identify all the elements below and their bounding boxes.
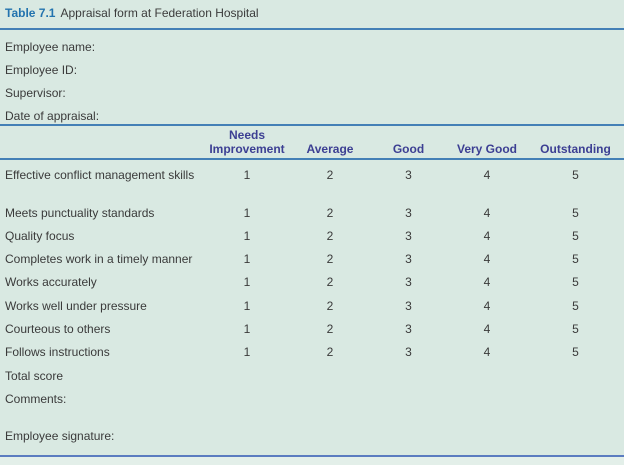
rating-cell: 1 xyxy=(243,205,251,220)
rating-cell: 4 xyxy=(483,168,491,182)
rating-column-headers: Needs Improvement Average Good Very Good… xyxy=(5,128,624,159)
comments-label: Comments: xyxy=(5,391,67,406)
row-label: Works accurately xyxy=(5,275,97,290)
header-needs-improvement: Needs Improvement xyxy=(209,128,285,156)
field-employee-name: Employee name: xyxy=(5,40,96,55)
row-label: Completes work in a timely manner xyxy=(5,252,193,267)
comments-row: Comments: xyxy=(5,391,624,414)
rating-cell: 1 xyxy=(243,345,251,360)
employee-signature-label: Employee signature: xyxy=(5,429,115,443)
rating-cell: 5 xyxy=(572,228,579,243)
field-employee-id: Employee ID: xyxy=(5,63,78,78)
total-score-row: Total score xyxy=(5,368,624,391)
rating-cell: 4 xyxy=(483,252,491,267)
rating-cell: 5 xyxy=(572,345,579,360)
table-number: Table 7.1 xyxy=(5,6,56,20)
rating-cell: 3 xyxy=(405,168,412,182)
rating-cell: 2 xyxy=(326,228,334,243)
divider-bottom xyxy=(0,455,624,457)
rating-cell: 4 xyxy=(483,298,491,313)
rating-cell: 1 xyxy=(243,275,251,290)
rating-cell: 5 xyxy=(572,252,579,267)
rating-cell: 2 xyxy=(326,345,334,360)
table-row: Courteous to others 1 2 3 4 5 xyxy=(5,321,624,344)
rating-cell: 3 xyxy=(405,321,412,336)
field-date-of-appraisal: Date of appraisal: xyxy=(5,108,100,123)
rating-cell: 1 xyxy=(243,298,251,313)
header-average: Average xyxy=(306,142,354,156)
header-outstanding: Outstanding xyxy=(540,142,611,156)
rating-cell: 3 xyxy=(405,275,412,290)
table-title: Appraisal form at Federation Hospital xyxy=(60,6,259,20)
rating-cell: 3 xyxy=(405,298,412,313)
rating-cell: 4 xyxy=(483,205,491,220)
rating-cell: 2 xyxy=(326,298,334,313)
rating-cell: 2 xyxy=(326,205,334,220)
total-score-label: Total score xyxy=(5,368,64,383)
table-row: Works well under pressure 1 2 3 4 5 xyxy=(5,298,624,321)
table-row: Meets punctuality standards 1 2 3 4 5 xyxy=(5,205,624,228)
rating-cell: 4 xyxy=(483,228,491,243)
page-margin-strip xyxy=(0,457,624,465)
rating-cell: 5 xyxy=(572,205,579,220)
rating-cell: 3 xyxy=(405,228,412,243)
table-row: Quality focus 1 2 3 4 5 xyxy=(5,228,624,251)
rating-cell: 4 xyxy=(483,275,491,290)
rating-cell: 4 xyxy=(483,345,491,360)
row-label: Works well under pressure xyxy=(5,298,147,313)
rating-cell: 5 xyxy=(572,275,579,290)
header-very-good: Very Good xyxy=(456,142,518,156)
employee-info-fields: Employee name: Employee ID: Supervisor: … xyxy=(5,36,619,127)
table-row: Follows instructions 1 2 3 4 5 xyxy=(5,344,624,367)
table-row: Completes work in a timely manner 1 2 3 … xyxy=(5,251,624,274)
rating-cell: 5 xyxy=(572,321,579,336)
rating-cell: 2 xyxy=(326,168,334,182)
header-good: Good xyxy=(392,142,425,156)
row-label: Quality focus xyxy=(5,228,75,243)
rating-cell: 4 xyxy=(483,321,491,336)
table-row: Works accurately 1 2 3 4 5 xyxy=(5,274,624,297)
row-label: Follows instructions xyxy=(5,345,110,360)
table-row: Effective conflict management skills 1 2… xyxy=(5,167,624,205)
rating-cell: 3 xyxy=(405,205,412,220)
rating-cell: 1 xyxy=(243,252,251,267)
rating-cell: 5 xyxy=(572,298,579,313)
row-label: Courteous to others xyxy=(5,321,111,336)
rating-cell: 3 xyxy=(405,252,412,267)
table-caption: Table 7.1 Appraisal form at Federation Ho… xyxy=(5,6,259,20)
row-label: Meets punctuality standards xyxy=(5,205,155,220)
divider-fields xyxy=(0,124,624,126)
rating-cell: 1 xyxy=(243,228,251,243)
rating-cell: 3 xyxy=(405,345,412,360)
rating-cell: 5 xyxy=(572,168,579,182)
rating-cell: 2 xyxy=(326,275,334,290)
rating-cell: 2 xyxy=(326,321,334,336)
divider-header xyxy=(0,158,624,160)
rating-cell: 2 xyxy=(326,252,334,267)
rating-cell: 1 xyxy=(243,168,251,182)
field-supervisor: Supervisor: xyxy=(5,85,66,100)
rating-cell: 1 xyxy=(243,321,251,336)
rating-rows: Effective conflict management skills 1 2… xyxy=(5,167,624,414)
row-label: Effective conflict management skills xyxy=(5,168,195,182)
divider-top xyxy=(0,28,624,30)
